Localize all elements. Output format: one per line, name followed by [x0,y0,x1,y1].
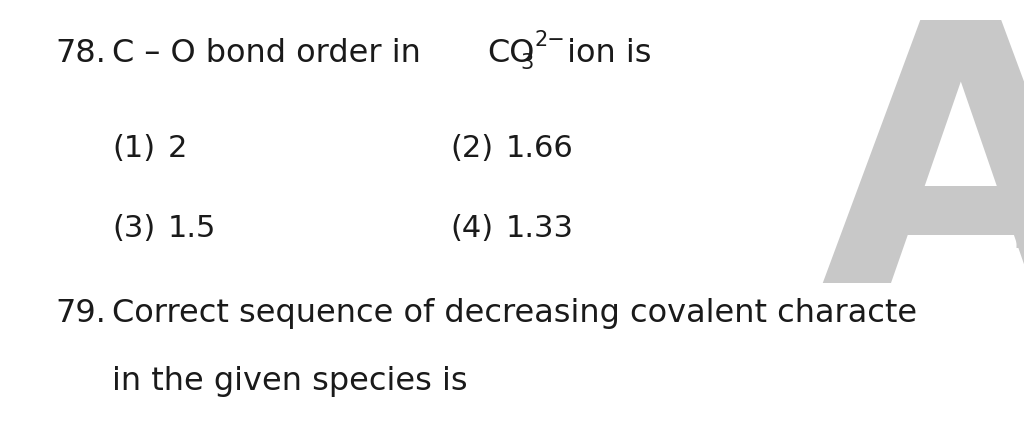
Text: in the given species is: in the given species is [112,365,468,396]
Text: (2): (2) [450,134,494,162]
Text: (3): (3) [112,214,156,242]
Text: 79.: 79. [55,297,105,329]
Text: +: + [990,122,1024,364]
Text: 1.33: 1.33 [506,214,574,242]
Text: C – O bond order in: C – O bond order in [112,38,431,69]
Text: Aa: Aa [820,8,1024,357]
Text: 1.5: 1.5 [168,214,216,242]
Text: 1.66: 1.66 [506,134,573,162]
Text: 2: 2 [168,134,187,162]
Text: 78.: 78. [55,38,105,69]
Text: CO: CO [487,38,535,69]
Text: ion is: ion is [557,38,651,69]
Text: (1): (1) [112,134,155,162]
Text: 2−: 2− [534,30,565,50]
Text: 3: 3 [520,53,534,73]
Text: (4): (4) [450,214,494,242]
Text: Correct sequence of decreasing covalent characte: Correct sequence of decreasing covalent … [112,297,918,329]
